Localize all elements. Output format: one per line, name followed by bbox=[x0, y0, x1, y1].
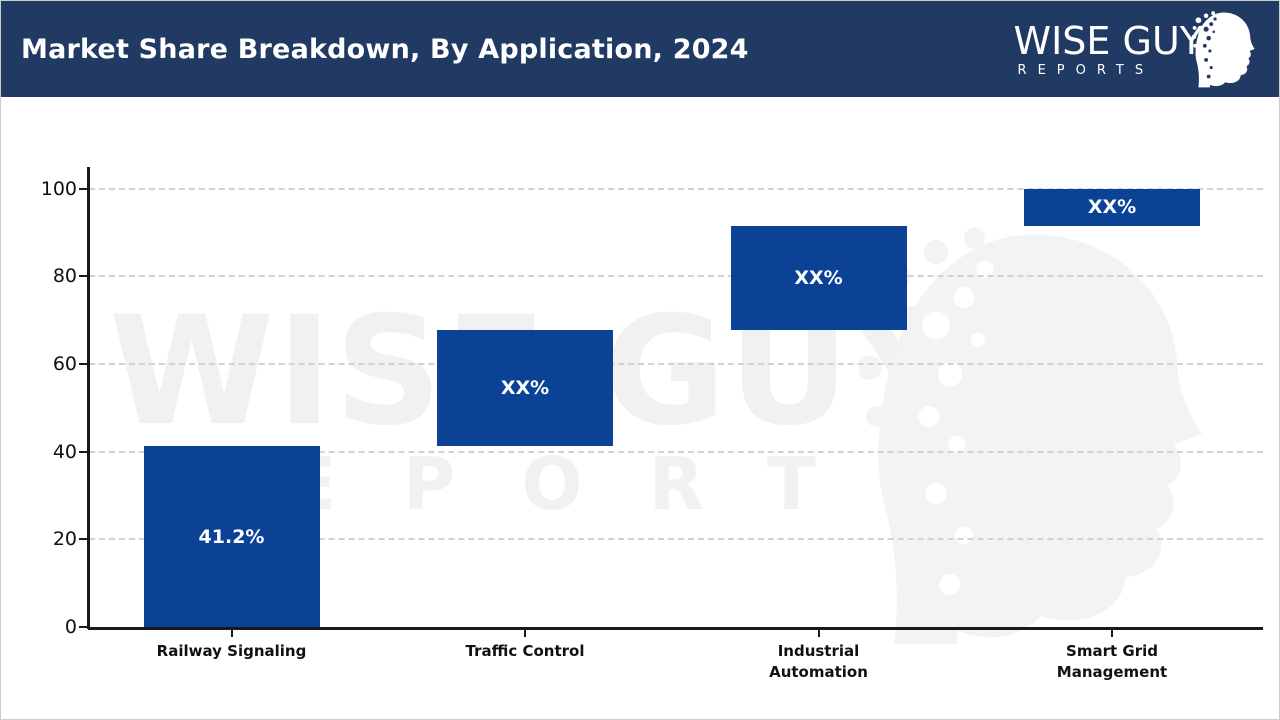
bar-value-label: 41.2% bbox=[198, 525, 265, 548]
bar-value-label: XX% bbox=[794, 267, 843, 290]
y-axis-tick-label: 100 bbox=[40, 177, 77, 200]
gridline-20 bbox=[89, 538, 1263, 541]
bar-industrial-automation: XX% bbox=[730, 226, 907, 331]
bar-railway-signaling: 41.2% bbox=[143, 446, 320, 627]
gridline-60 bbox=[89, 362, 1263, 365]
y-axis-tick bbox=[79, 187, 89, 190]
watermark-face-icon bbox=[859, 227, 1202, 644]
y-axis-tick bbox=[79, 626, 89, 628]
y-axis-tick bbox=[79, 362, 89, 365]
plot-area: 0 20 40 60 80 100 41.2% Railway Signaling XX% Tra… bbox=[1, 97, 1279, 719]
x-axis-category-label: Traffic Control bbox=[465, 642, 585, 660]
x-axis-tick bbox=[230, 629, 233, 637]
gridline-80 bbox=[89, 275, 1263, 278]
x-axis-line bbox=[88, 627, 1263, 630]
logo-subtitle: REPORTS bbox=[1017, 62, 1155, 78]
x-axis-tick bbox=[524, 629, 526, 637]
chart-area: WISE GUY. REPORTS. 0 20 40 60 80 100 41.2% Rail… bbox=[1, 97, 1279, 719]
x-axis-category-label: Industrial Automation bbox=[769, 642, 868, 681]
bar-traffic-control: XX% bbox=[437, 330, 613, 447]
header: Market Share Breakdown, By Application, … bbox=[1, 1, 1279, 97]
y-axis-line bbox=[87, 167, 90, 629]
bar-value-label: XX% bbox=[500, 377, 550, 400]
y-axis-tick bbox=[79, 538, 89, 541]
gridline-40 bbox=[89, 450, 1263, 453]
y-axis-tick bbox=[79, 275, 89, 278]
x-axis-tick bbox=[817, 629, 820, 637]
wiseguy-face-icon bbox=[1191, 11, 1255, 88]
x-axis-category-label: Smart Grid Management bbox=[1056, 642, 1168, 681]
x-axis-category-label: Railway Signaling bbox=[156, 642, 307, 660]
logo-wordmark: WISE GUY bbox=[1013, 18, 1203, 63]
wiseguy-logo-text: WISE GUY REPORTS bbox=[1014, 21, 1203, 78]
y-axis-tick bbox=[79, 450, 89, 453]
y-axis-tick-label: 20 bbox=[52, 528, 77, 551]
page-title: Market Share Breakdown, By Application, … bbox=[21, 33, 749, 65]
wiseguy-logo: WISE GUY REPORTS bbox=[1014, 6, 1257, 92]
y-axis-tick-label: 80 bbox=[52, 265, 77, 288]
y-axis-tick-label: 40 bbox=[52, 440, 77, 463]
x-axis-tick bbox=[1111, 629, 1113, 637]
gridline-100 bbox=[89, 187, 1263, 190]
y-axis-tick-label: 0 bbox=[64, 616, 77, 638]
y-axis-tick-label: 60 bbox=[52, 352, 77, 375]
bar-value-label: XX% bbox=[1087, 196, 1137, 219]
bar-smart-grid-management: XX% bbox=[1024, 188, 1200, 227]
